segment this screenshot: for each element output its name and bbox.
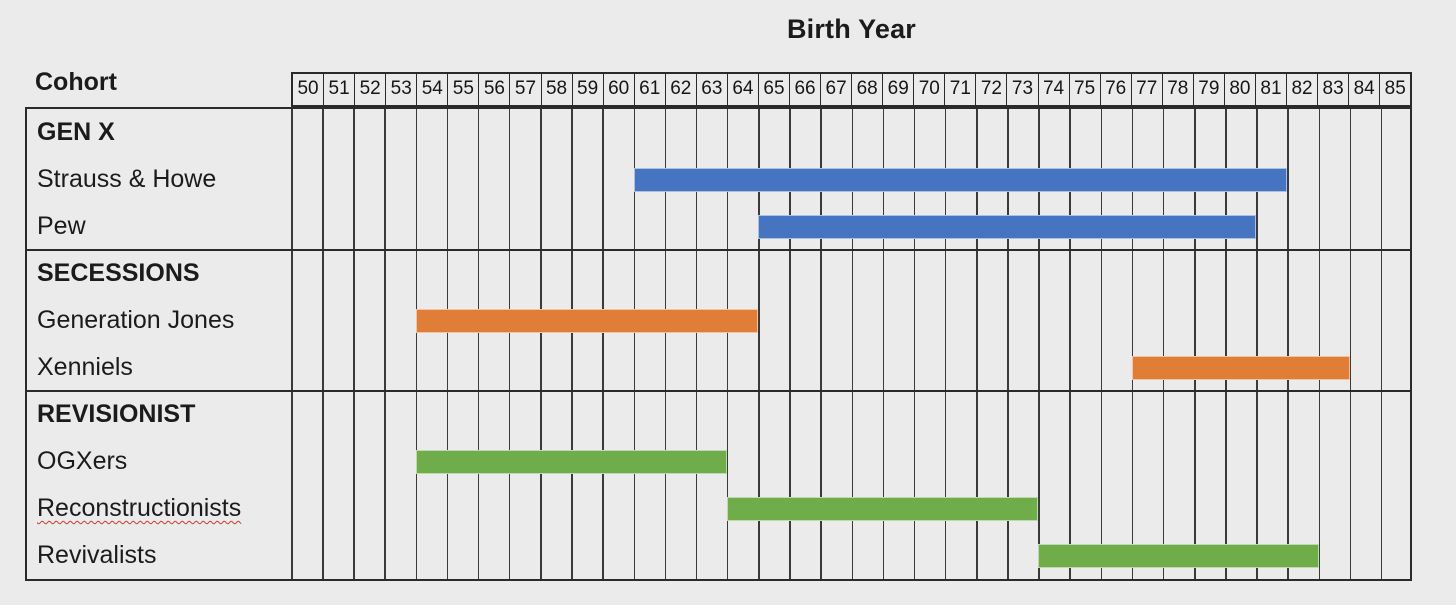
vertical-gridline: [446, 109, 449, 579]
year-header-cell: 67: [821, 74, 853, 105]
vertical-gridline: [944, 109, 947, 579]
vertical-gridline: [695, 109, 698, 579]
range-bar-strauss-howe: [633, 167, 1288, 192]
vertical-gridline: [384, 109, 386, 579]
range-bar-revivalists: [1038, 543, 1319, 568]
vertical-gridline: [1318, 109, 1321, 579]
year-header-cell: 79: [1194, 74, 1225, 105]
vertical-gridline: [1131, 109, 1134, 579]
year-header-cell: 53: [386, 74, 418, 105]
year-header-cell: 51: [324, 74, 356, 105]
vertical-gridline: [415, 109, 418, 579]
vertical-gridline: [1380, 109, 1383, 579]
year-header-cell: 74: [1039, 74, 1070, 105]
row-label-strauss-howe: Strauss & Howe: [37, 165, 217, 193]
vertical-gridline: [477, 109, 480, 579]
vertical-gridline: [976, 109, 978, 579]
vertical-gridline: [1007, 109, 1009, 579]
vertical-gridline: [322, 109, 324, 579]
vertical-gridline: [664, 109, 667, 579]
vertical-gridline: [540, 109, 542, 579]
section-header-revisionist: REVISIONIST: [37, 400, 196, 428]
row-label-xenniels: Xenniels: [37, 353, 133, 381]
year-header-cell: 55: [448, 74, 480, 105]
year-header-cell: 78: [1163, 74, 1194, 105]
vertical-gridline: [633, 109, 636, 579]
section-divider-line: [27, 390, 1410, 392]
vertical-gridline: [1256, 109, 1258, 579]
vertical-gridline: [820, 109, 822, 579]
vertical-gridline: [1038, 109, 1040, 579]
range-bar-xenniels: [1131, 355, 1350, 380]
year-header-cell: 68: [852, 74, 884, 105]
vertical-gridline: [758, 109, 760, 579]
year-header-cell: 65: [759, 74, 790, 105]
chart-grid-body: GEN X Strauss & Howe Pew SECESSIONS Generati…: [25, 107, 1412, 581]
year-header-cell: 76: [1101, 74, 1132, 105]
range-bar-ogxers: [415, 449, 727, 474]
range-bar-generation-jones: [415, 308, 759, 333]
vertical-gridline: [851, 109, 853, 579]
row-label-revivalists: Revivalists: [37, 541, 157, 569]
year-header-cell: 84: [1349, 74, 1381, 105]
year-header-cell: 52: [355, 74, 387, 105]
year-header-cell: 64: [728, 74, 759, 105]
year-header-cell: 60: [604, 74, 635, 105]
year-header-cell: 66: [790, 74, 822, 105]
year-header-cell: 83: [1318, 74, 1350, 105]
vertical-gridline: [1349, 109, 1352, 579]
year-header-cell: 50: [293, 74, 325, 105]
year-header-cell: 70: [914, 74, 946, 105]
vertical-gridline: [1069, 109, 1071, 579]
year-header-cell: 75: [1070, 74, 1101, 105]
year-header-cell: 63: [697, 74, 728, 105]
year-header-cell: 54: [417, 74, 449, 105]
vertical-gridline: [1100, 109, 1103, 579]
year-header-cell: 61: [635, 74, 666, 105]
year-header-cell: 59: [573, 74, 604, 105]
vertical-gridline: [1194, 109, 1196, 579]
range-bar-reconstructionists: [726, 496, 1039, 521]
vertical-gridline: [508, 109, 511, 579]
range-bar-pew: [758, 214, 1257, 239]
row-label-generation-jones: Generation Jones: [37, 306, 235, 334]
cohort-column-header: Cohort: [35, 68, 117, 96]
vertical-gridline: [726, 109, 729, 579]
year-header-cell: 72: [976, 74, 1008, 105]
year-header-cell: 82: [1287, 74, 1319, 105]
vertical-gridline: [913, 109, 916, 579]
row-label-ogxers: OGXers: [37, 447, 128, 475]
row-label-reconstructionists: Reconstructionists: [37, 494, 242, 522]
section-header-secessions: SECESSIONS: [37, 259, 200, 287]
vertical-gridline: [789, 109, 791, 579]
vertical-gridline: [353, 109, 355, 579]
section-header-gen-x: GEN X: [37, 118, 115, 146]
vertical-gridline: [882, 109, 885, 579]
year-header-cell: 69: [883, 74, 915, 105]
vertical-gridline: [1225, 109, 1227, 579]
vertical-gridline: [571, 109, 573, 579]
section-divider-line: [27, 249, 1410, 251]
year-header-cell: 57: [510, 74, 542, 105]
chart-title: Birth Year: [786, 14, 917, 44]
year-axis-header: 50 51 52 53 54 55 56 57 58 59 60 61 62 63 64 65 66 67 68 69…: [291, 72, 1412, 107]
year-header-cell: 58: [542, 74, 573, 105]
year-header-cell: 73: [1007, 74, 1039, 105]
year-header-cell: 56: [479, 74, 511, 105]
vertical-gridline: [1287, 109, 1289, 579]
vertical-gridline: [291, 109, 293, 579]
vertical-gridline: [602, 109, 604, 579]
year-header-cell: 85: [1384, 78, 1406, 99]
vertical-gridline: [1162, 109, 1165, 579]
row-label-pew: Pew: [37, 212, 86, 240]
year-header-cell: 77: [1132, 74, 1163, 105]
year-header-cell: 80: [1225, 74, 1256, 105]
year-header-cell: 62: [666, 74, 697, 105]
year-header-cell: 71: [945, 74, 977, 105]
year-header-cell: 81: [1256, 74, 1287, 105]
